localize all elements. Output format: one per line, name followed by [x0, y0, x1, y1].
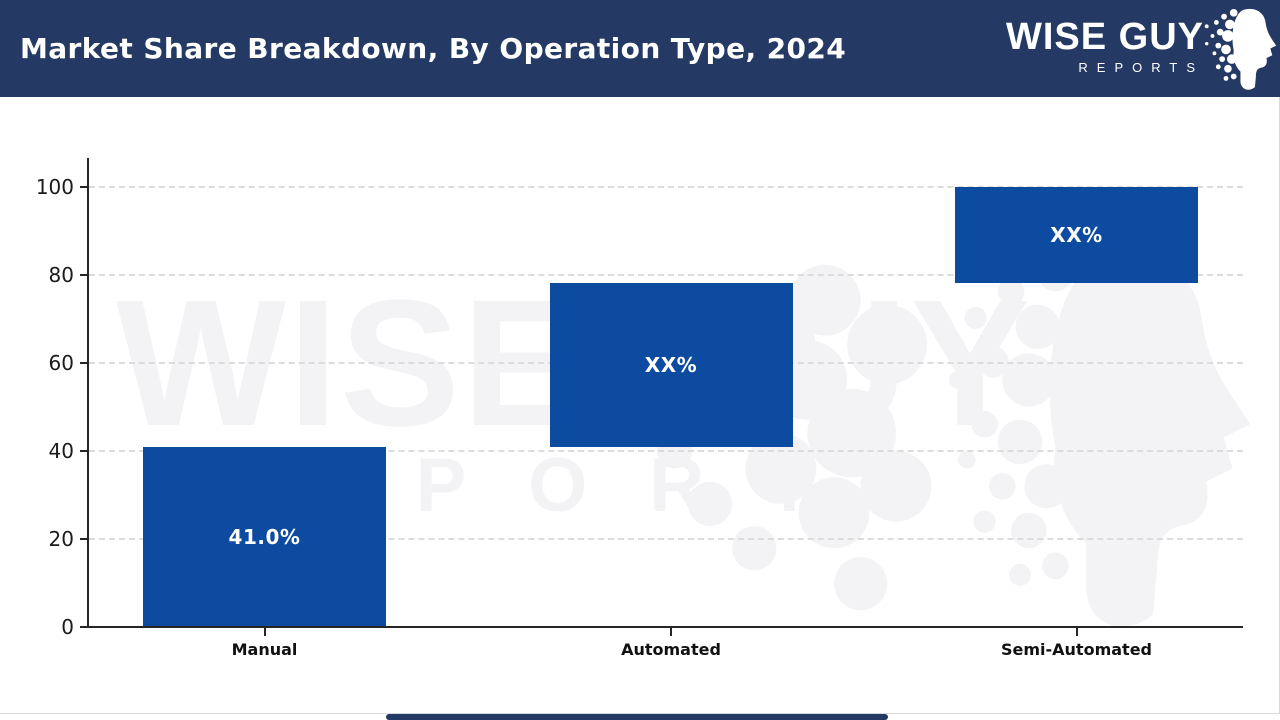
y-tick-mark — [80, 538, 88, 540]
x-tick-mark — [263, 628, 266, 636]
y-tick-label: 80 — [48, 263, 74, 287]
y-tick-mark — [80, 274, 88, 276]
logo-wordmark: WISE GUY — [1005, 16, 1204, 58]
logo-subtitle: REPORTS — [1078, 60, 1204, 75]
bar-value-label: 41.0% — [228, 524, 301, 549]
logo-head-icon — [1204, 8, 1277, 90]
y-tick-mark — [80, 626, 88, 628]
bar-value-label: XX% — [1050, 222, 1103, 247]
y-gridline — [89, 274, 1243, 276]
x-tick-label: Automated — [621, 640, 721, 659]
y-tick-label: 100 — [35, 175, 74, 199]
y-gridline — [89, 186, 1243, 188]
y-tick-mark — [80, 186, 88, 188]
bar-value-label: XX% — [644, 352, 698, 377]
bar-manual: 41.0% — [143, 446, 386, 627]
x-axis-line — [87, 626, 1243, 628]
footer-accent-bar — [386, 714, 888, 720]
x-tick-mark — [1075, 628, 1078, 636]
y-tick-mark — [80, 362, 88, 364]
y-tick-label: 0 — [61, 615, 74, 639]
y-gridline — [89, 538, 1243, 540]
y-gridline — [89, 450, 1243, 452]
bar-semi-automated: XX% — [955, 187, 1198, 283]
x-tick-label: Semi-Automated — [1000, 640, 1152, 659]
x-tick-label: Manual — [231, 640, 298, 659]
y-tick-mark — [80, 450, 88, 452]
y-tick-label: 60 — [48, 351, 74, 375]
header-bar: Market Share Breakdown, By Operation Typ… — [0, 0, 1280, 97]
y-tick-label: 40 — [48, 439, 74, 463]
y-tick-label: 20 — [48, 527, 74, 551]
y-axis-line — [87, 158, 89, 628]
wise-guy-logo: WISE GUY REPORTS — [1006, 18, 1204, 75]
bar-automated: XX% — [549, 282, 793, 447]
x-tick-mark — [670, 628, 672, 636]
page-title: Market Share Breakdown, By Operation Typ… — [20, 32, 847, 65]
